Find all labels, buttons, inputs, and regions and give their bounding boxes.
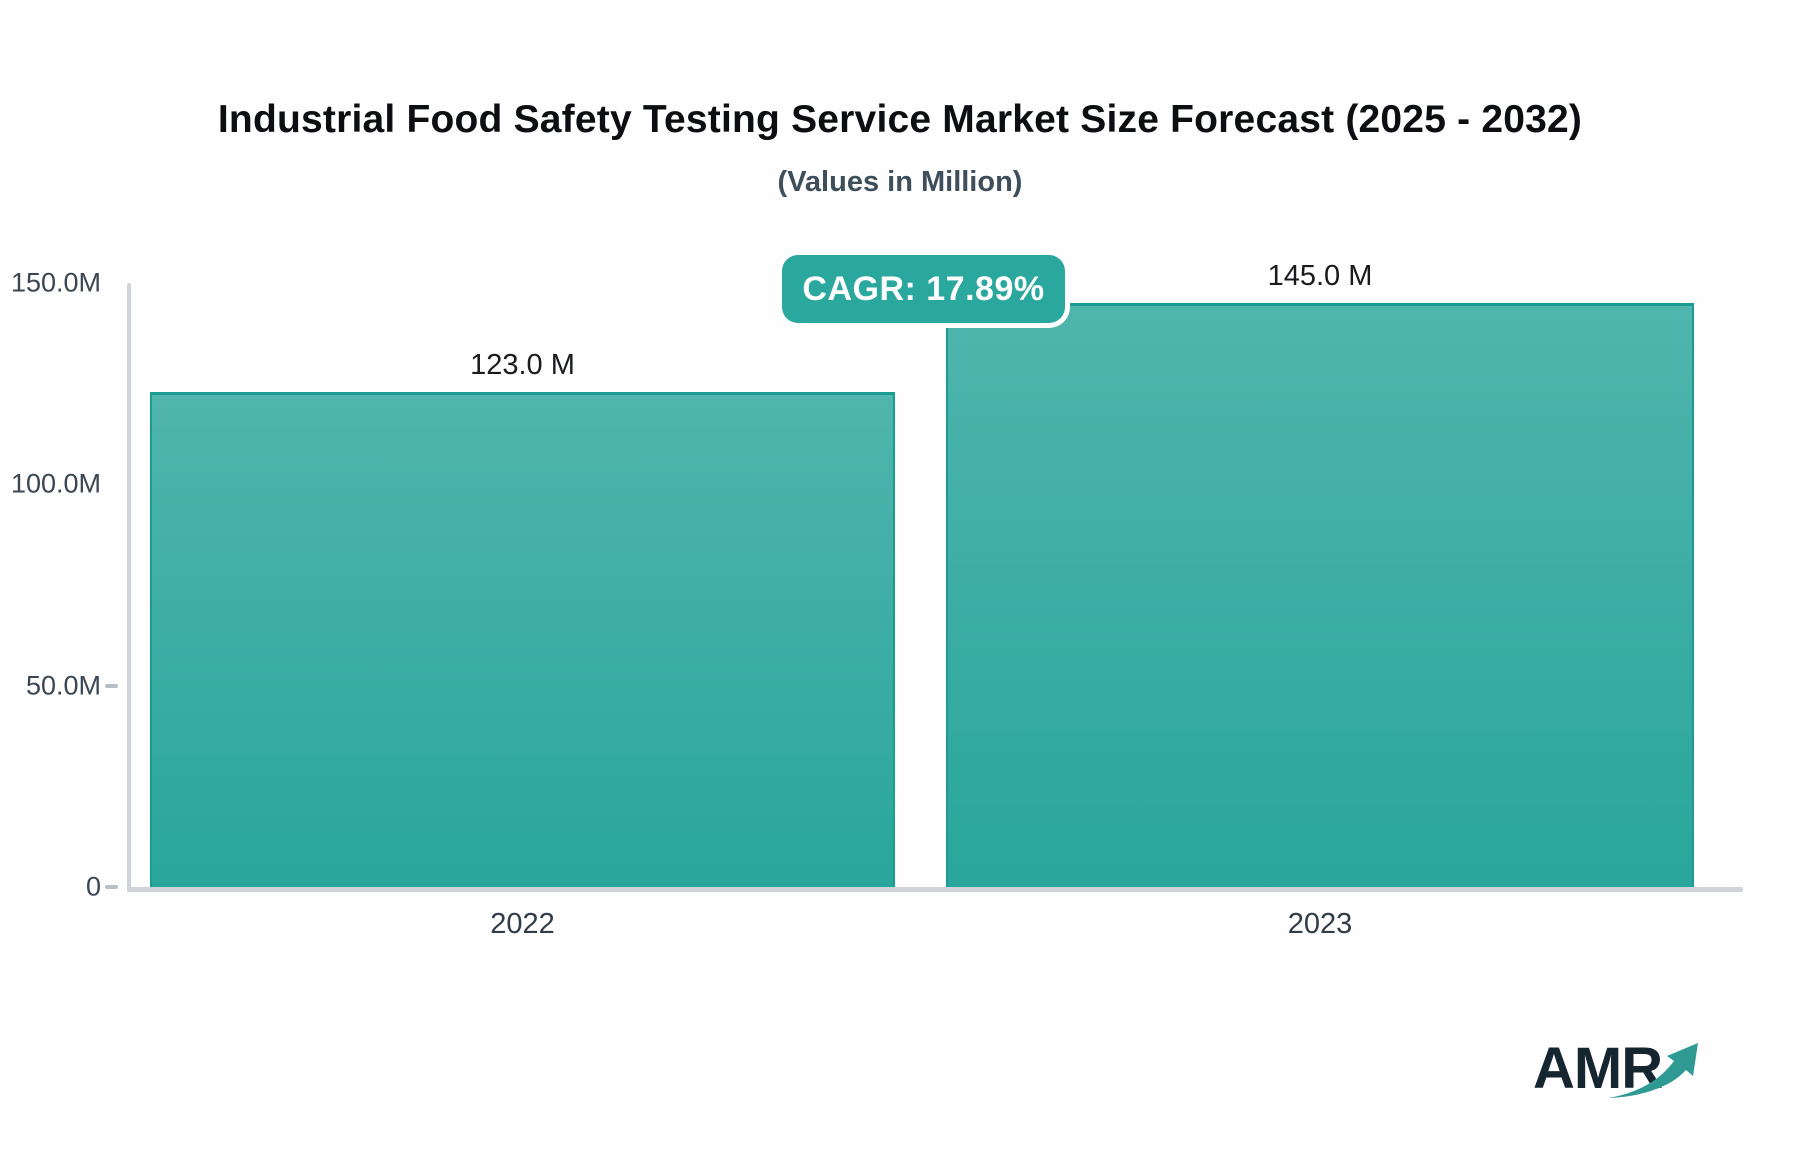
y-tick-mark (105, 885, 118, 889)
y-tick-mark (105, 683, 118, 688)
page-subtitle: (Values in Million) (777, 166, 1023, 198)
y-axis-label: 0 (85, 871, 101, 902)
x-axis-label: 2022 (490, 908, 555, 940)
bar-value-label: 123.0 M (470, 349, 575, 381)
plot-area: 123.0 M 2022 145.0 M 2023 0 50.0M 100.0M 150.0M (11, 260, 1743, 940)
cagr-badge: CAGR: 17.89% (782, 255, 1065, 323)
y-axis-label: 150.0M (10, 267, 101, 298)
page-title: Industrial Food Safety Testing Service M… (217, 98, 1583, 141)
bar-2023[interactable] (946, 303, 1694, 887)
x-axis-line (127, 887, 1743, 892)
y-axis-label: 100.0M (10, 468, 101, 499)
cagr-badge-label: CAGR: 17.89% (802, 269, 1045, 308)
bar-2022[interactable] (150, 392, 895, 887)
y-axis-line (127, 283, 131, 892)
x-axis-label: 2023 (1287, 908, 1353, 940)
y-axis-label: 50.0M (25, 670, 101, 701)
amr-logo: AMR (1530, 1032, 1730, 1122)
trend-arrow-icon (1608, 1043, 1698, 1098)
bar-value-label: 145.0 M (1267, 260, 1373, 292)
